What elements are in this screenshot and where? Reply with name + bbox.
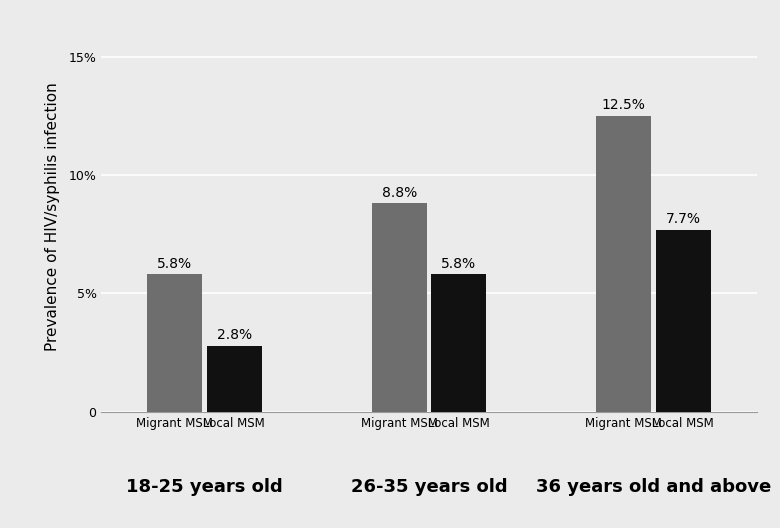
Bar [147,275,202,412]
Bar [656,230,711,412]
Text: 26-35 years old: 26-35 years old [351,478,507,496]
Bar [372,203,427,412]
Bar [207,345,262,412]
Text: 5.8%: 5.8% [441,257,477,271]
Bar [596,116,651,412]
Text: 18-25 years old: 18-25 years old [126,478,283,496]
Text: 5.8%: 5.8% [157,257,193,271]
Text: 8.8%: 8.8% [381,186,417,200]
Bar [431,275,486,412]
Text: 36 years old and above: 36 years old and above [536,478,771,496]
Text: 7.7%: 7.7% [666,212,700,226]
Text: 2.8%: 2.8% [217,328,252,342]
Text: 12.5%: 12.5% [602,98,646,112]
Y-axis label: Prevalence of HIV/syphilis infection: Prevalence of HIV/syphilis infection [45,82,60,351]
